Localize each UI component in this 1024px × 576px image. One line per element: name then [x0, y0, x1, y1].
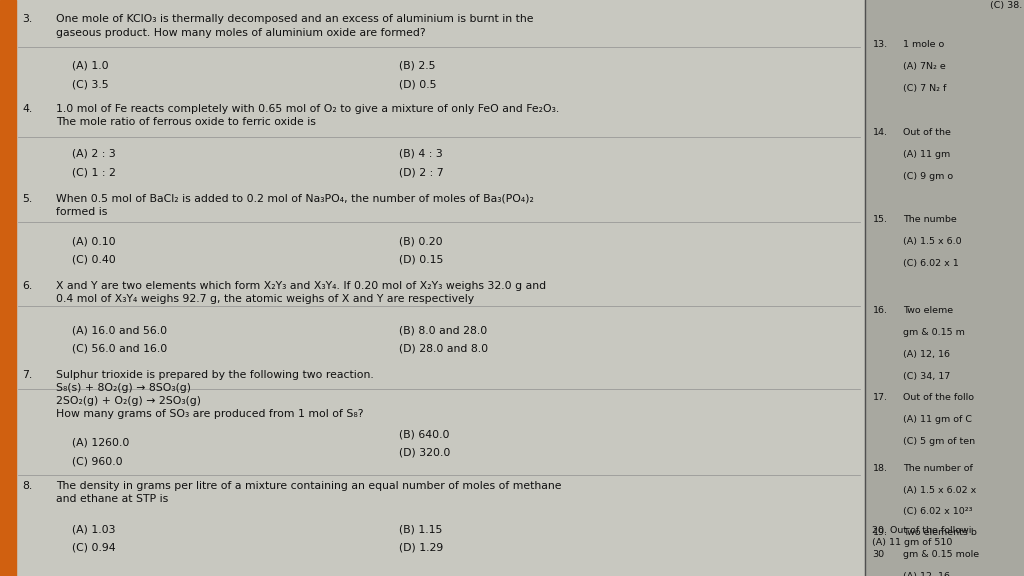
Text: 18.: 18. — [872, 464, 888, 473]
Text: (C) 3.5: (C) 3.5 — [72, 79, 109, 89]
Text: 20. Out of the followi
(A) 11 gm of 510
30: 20. Out of the followi (A) 11 gm of 510 … — [872, 526, 972, 559]
Text: (A) 16.0 and 56.0: (A) 16.0 and 56.0 — [72, 325, 167, 335]
Text: 1 mole o: 1 mole o — [903, 40, 944, 50]
Text: (D) 28.0 and 8.0: (D) 28.0 and 8.0 — [399, 344, 488, 354]
Text: (C) 56.0 and 16.0: (C) 56.0 and 16.0 — [72, 344, 167, 354]
Text: Sulphur trioxide is prepared by the following two reaction.
S₈(s) + 8O₂(g) → 8SO: Sulphur trioxide is prepared by the foll… — [56, 370, 374, 419]
Text: 16.: 16. — [872, 306, 888, 316]
Bar — [0, 0, 865, 576]
Text: (A) 1.03: (A) 1.03 — [72, 524, 115, 534]
Text: (A) 1.0: (A) 1.0 — [72, 60, 109, 70]
Text: 8.: 8. — [23, 481, 33, 491]
Text: Out of the: Out of the — [903, 128, 951, 137]
Text: (D) 0.5: (D) 0.5 — [399, 79, 437, 89]
Text: (A) 11 gm: (A) 11 gm — [903, 150, 950, 159]
Text: The density in grams per litre of a mixture containing an equal number of moles : The density in grams per litre of a mixt… — [56, 481, 562, 504]
Text: 6.: 6. — [23, 281, 33, 291]
Text: (D) 1.29: (D) 1.29 — [399, 543, 443, 552]
Text: (D) 320.0: (D) 320.0 — [399, 448, 451, 457]
Bar — [0, 0, 16, 576]
Text: (B) 0.20: (B) 0.20 — [399, 236, 443, 246]
Text: The numbe: The numbe — [903, 215, 956, 224]
Text: (D) 0.15: (D) 0.15 — [399, 255, 443, 264]
Text: (C) 9 gm o: (C) 9 gm o — [903, 172, 953, 181]
Text: (B) 2.5: (B) 2.5 — [399, 60, 436, 70]
Text: (A) 1260.0: (A) 1260.0 — [72, 438, 129, 448]
Text: X and Y are two elements which form X₂Y₃ and X₃Y₄. If 0.20 mol of X₂Y₃ weighs 32: X and Y are two elements which form X₂Y₃… — [56, 281, 547, 304]
Text: 17.: 17. — [872, 393, 888, 402]
Text: (C) 6.02 x 1: (C) 6.02 x 1 — [903, 259, 958, 268]
Text: (B) 4 : 3: (B) 4 : 3 — [399, 149, 443, 158]
Text: 14.: 14. — [872, 128, 888, 137]
Text: 3.: 3. — [23, 14, 33, 24]
Text: gm & 0.15 m: gm & 0.15 m — [903, 328, 965, 338]
Text: (B) 640.0: (B) 640.0 — [399, 429, 450, 439]
Text: 7.: 7. — [23, 370, 33, 380]
Text: (C) 1 : 2: (C) 1 : 2 — [72, 167, 116, 177]
Text: 13.: 13. — [872, 40, 888, 50]
Text: (A) 1.5 x 6.0: (A) 1.5 x 6.0 — [903, 237, 962, 246]
Text: gm & 0.15 mole: gm & 0.15 mole — [903, 550, 979, 559]
Text: (C) 34, 17: (C) 34, 17 — [903, 372, 950, 381]
Text: (B) 8.0 and 28.0: (B) 8.0 and 28.0 — [399, 325, 487, 335]
Text: (B) 1.15: (B) 1.15 — [399, 524, 442, 534]
Text: 4.: 4. — [23, 104, 33, 113]
Text: Two eleme: Two eleme — [903, 306, 953, 316]
Text: (A) 2 : 3: (A) 2 : 3 — [72, 149, 116, 158]
Text: (C) 0.94: (C) 0.94 — [72, 543, 116, 552]
Text: (C) 960.0: (C) 960.0 — [72, 456, 122, 466]
Text: Out of the follo: Out of the follo — [903, 393, 974, 402]
Text: (C) 5 gm of ten: (C) 5 gm of ten — [903, 437, 975, 446]
Text: (C) 0.40: (C) 0.40 — [72, 255, 116, 264]
Text: (C) 7 N₂ f: (C) 7 N₂ f — [903, 84, 946, 93]
Text: 5.: 5. — [23, 194, 33, 203]
Text: (A) 1.5 x 6.02 x: (A) 1.5 x 6.02 x — [903, 486, 977, 495]
Text: One mole of KClO₃ is thermally decomposed and an excess of aluminium is burnt in: One mole of KClO₃ is thermally decompose… — [56, 14, 534, 37]
Text: Two elements b: Two elements b — [903, 528, 977, 537]
Text: The number of: The number of — [903, 464, 973, 473]
Text: When 0.5 mol of BaCl₂ is added to 0.2 mol of Na₃PO₄, the number of moles of Ba₃(: When 0.5 mol of BaCl₂ is added to 0.2 mo… — [56, 194, 535, 217]
Text: (A) 12, 16: (A) 12, 16 — [903, 572, 950, 576]
Text: (C) 38.: (C) 38. — [990, 1, 1022, 10]
Text: (C) 6.02 x 10²³: (C) 6.02 x 10²³ — [903, 507, 973, 517]
Text: (A) 12, 16: (A) 12, 16 — [903, 350, 950, 359]
Text: (A) 7N₂ e: (A) 7N₂ e — [903, 62, 946, 71]
Bar — [865, 0, 1024, 576]
Text: 1.0 mol of Fe reacts completely with 0.65 mol of O₂ to give a mixture of only Fe: 1.0 mol of Fe reacts completely with 0.6… — [56, 104, 559, 127]
Text: (A) 11 gm of C: (A) 11 gm of C — [903, 415, 972, 424]
Text: 19.: 19. — [872, 528, 888, 537]
Text: (A) 0.10: (A) 0.10 — [72, 236, 116, 246]
Text: 15.: 15. — [872, 215, 888, 224]
Text: (D) 2 : 7: (D) 2 : 7 — [399, 167, 444, 177]
